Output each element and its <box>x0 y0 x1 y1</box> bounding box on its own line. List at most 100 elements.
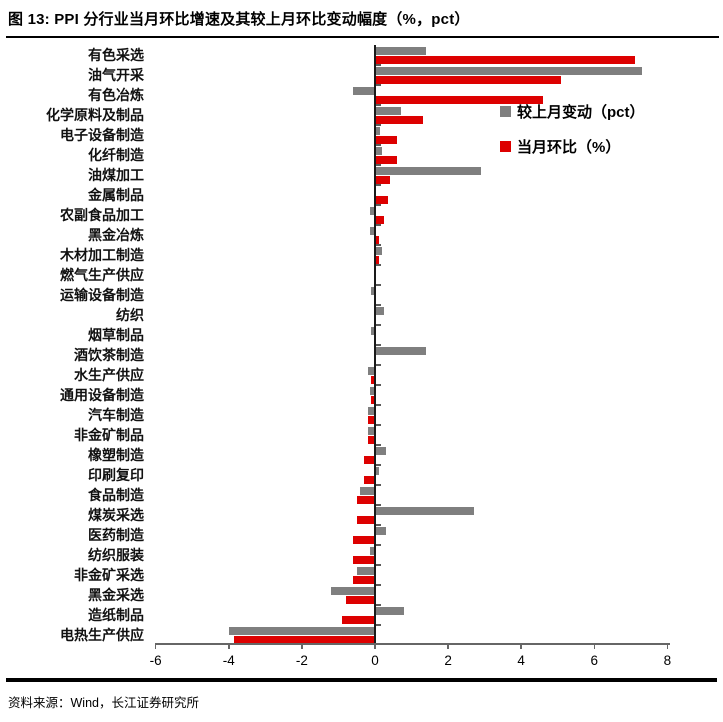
bar-mom <box>353 536 375 544</box>
category-axis-tick <box>375 524 381 526</box>
x-axis-label: 6 <box>590 653 599 668</box>
bar-mom <box>353 576 375 584</box>
category-axis-tick <box>375 624 381 626</box>
x-axis-tick <box>301 645 303 649</box>
category-label: 燃气生产供应 <box>60 267 144 283</box>
bar-prev-change <box>369 547 375 555</box>
category-axis-tick <box>375 84 381 86</box>
bar-mom <box>371 396 375 404</box>
bar-mom <box>367 436 375 444</box>
x-axis-tick <box>228 645 230 649</box>
category-axis-tick <box>375 184 381 186</box>
category-label: 运输设备制造 <box>60 287 144 303</box>
bar-mom <box>367 416 375 424</box>
bar-chart: 较上月变动（pct） 当月环比（%） 有色采选 油气开采 有色冶炼 化学原料及制品 电子… <box>0 45 723 690</box>
category-axis-tick <box>375 204 381 206</box>
category-axis-tick <box>375 464 381 466</box>
bar-prev-change <box>356 567 375 575</box>
category-label: 汽车制造 <box>88 407 144 423</box>
bar-prev-change <box>375 607 405 615</box>
bar-prev-change <box>375 447 386 455</box>
category-axis-tick <box>375 384 381 386</box>
bar-prev-change <box>375 47 427 55</box>
x-axis-label: -6 <box>149 653 162 668</box>
bar-prev-change <box>228 627 375 635</box>
category-axis-tick <box>375 64 381 66</box>
bar-mom <box>375 236 379 244</box>
bar-prev-change <box>375 147 383 155</box>
category-axis-tick <box>375 344 381 346</box>
bar-prev-change <box>367 407 375 415</box>
legend-label: 当月环比（%） <box>517 138 621 156</box>
category-axis-tick <box>375 444 381 446</box>
bar-prev-change <box>375 307 385 315</box>
category-label: 酒饮茶制造 <box>74 347 144 363</box>
legend-item-mom: 当月环比（%） <box>500 138 621 156</box>
category-axis-tick <box>375 224 381 226</box>
x-axis-line <box>154 643 671 645</box>
bar-mom <box>364 476 375 484</box>
category-axis-tick <box>375 404 381 406</box>
category-axis-tick <box>375 364 381 366</box>
bar-prev-change <box>360 487 375 495</box>
bar-mom <box>375 216 385 224</box>
chart-title: 图 13: PPI 分行业当月环比增速及其较上月环比变动幅度（%，pct） <box>6 4 719 38</box>
category-label: 煤炭采选 <box>88 507 144 523</box>
category-label: 纺织服装 <box>88 547 144 563</box>
category-axis-tick <box>375 284 381 286</box>
category-axis-tick <box>375 304 381 306</box>
category-axis-tick <box>375 504 381 506</box>
source-note: 资料来源：Wind，长江证券研究所 <box>8 696 199 710</box>
category-label: 纺织 <box>116 307 144 323</box>
bar-mom <box>345 596 375 604</box>
bar-mom <box>375 136 397 144</box>
bar-prev-change <box>375 507 474 515</box>
category-axis-tick <box>375 324 381 326</box>
category-label: 有色采选 <box>88 47 144 63</box>
zero-axis-line <box>374 45 376 645</box>
category-axis-tick <box>375 164 381 166</box>
bar-prev-change <box>375 67 642 75</box>
bar-mom <box>356 496 375 504</box>
bar-prev-change <box>367 367 375 375</box>
category-axis-tick <box>375 604 381 606</box>
bar-prev-change <box>375 247 383 255</box>
bar-mom <box>371 376 375 384</box>
category-label: 印刷复印 <box>88 467 144 483</box>
category-label: 化学原料及制品 <box>46 107 144 123</box>
category-axis-tick <box>375 244 381 246</box>
bar-prev-change <box>375 127 381 135</box>
bar-mom <box>375 196 388 204</box>
bar-mom <box>375 256 379 264</box>
category-label: 电子设备制造 <box>60 127 144 143</box>
category-label: 通用设备制造 <box>60 387 144 403</box>
bar-mom <box>375 76 562 84</box>
category-label: 水生产供应 <box>74 367 144 383</box>
bar-prev-change <box>375 347 427 355</box>
x-axis-label: -4 <box>222 653 235 668</box>
category-label: 烟草制品 <box>88 327 144 343</box>
bar-prev-change <box>375 467 379 475</box>
bar-prev-change <box>371 327 375 335</box>
bar-prev-change <box>369 207 375 215</box>
x-axis-tick <box>447 645 449 649</box>
bar-prev-change <box>367 427 375 435</box>
category-label: 造纸制品 <box>88 607 144 623</box>
category-label: 非金矿采选 <box>74 567 144 583</box>
legend-swatch-gray <box>500 105 511 117</box>
category-label: 食品制造 <box>88 487 144 503</box>
bar-mom <box>356 516 375 524</box>
category-axis-tick <box>375 584 381 586</box>
category-axis-tick <box>375 104 381 106</box>
category-label: 医药制造 <box>88 527 144 543</box>
category-label: 化纤制造 <box>88 147 144 163</box>
bar-prev-change <box>331 587 375 595</box>
bar-prev-change <box>369 387 375 395</box>
category-axis-tick <box>375 144 381 146</box>
category-label: 油煤加工 <box>88 167 144 183</box>
bar-prev-change <box>375 107 401 115</box>
x-axis-label: 0 <box>371 653 379 668</box>
x-axis-label: 2 <box>444 653 452 668</box>
bar-prev-change <box>369 227 375 235</box>
